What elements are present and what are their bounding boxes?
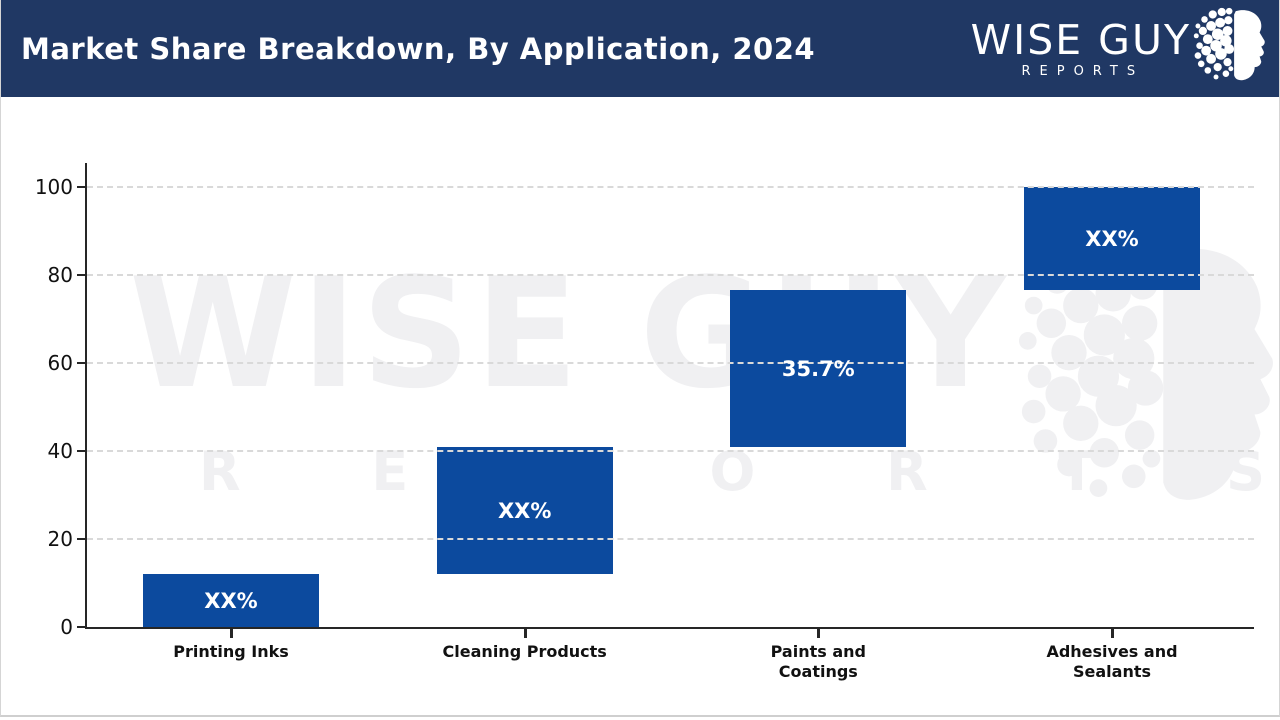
logo-wordmark: WISE GUY <box>970 16 1191 65</box>
x-tick-adhesives-and-sealants <box>1111 629 1114 638</box>
gridline-80 <box>87 274 1254 276</box>
x-tick-printing-inks <box>230 629 233 638</box>
bar-label-adhesives-and-sealants: XX% <box>1085 226 1139 251</box>
y-tick-60 <box>77 362 87 364</box>
gridline-100 <box>87 186 1254 188</box>
x-tick-cleaning-products <box>523 629 527 638</box>
y-axis <box>85 163 87 629</box>
x-category-label-adhesives-and-sealants: Adhesives and Sealants <box>1046 642 1178 681</box>
y-tick-100 <box>77 186 87 188</box>
x-category-label-paints-and-coatings: Paints and Coatings <box>770 642 866 681</box>
gridline-60 <box>87 362 1254 364</box>
y-tick-label-40: 40 <box>47 439 73 463</box>
page-title: Market Share Breakdown, By Application, … <box>21 31 816 66</box>
bar-label-cleaning-products: XX% <box>497 498 552 523</box>
y-tick-label-20: 20 <box>47 527 73 551</box>
bar-cleaning-products <box>436 447 613 575</box>
bar-label-printing-inks: XX% <box>204 588 258 613</box>
x-category-label-cleaning-products: Cleaning Products <box>442 642 607 661</box>
y-tick-label-100: 100 <box>34 175 73 199</box>
x-axis <box>85 627 1254 629</box>
x-category-label-printing-inks: Printing Inks <box>173 642 289 661</box>
y-tick-40 <box>77 450 87 452</box>
bar-paints-and-coatings <box>730 290 907 448</box>
y-tick-label-80: 80 <box>47 263 73 287</box>
logo-subtext: REPORTS <box>1021 63 1145 79</box>
bar-printing-inks <box>143 574 319 627</box>
y-tick-80 <box>77 274 87 276</box>
header-bar: Market Share Breakdown, By Application, … <box>1 0 1279 97</box>
gridline-40 <box>87 450 1254 452</box>
logo-dotted-head-icon <box>1193 7 1265 81</box>
brand-logo-text: WISE GUY REPORTS <box>970 16 1191 79</box>
y-tick-20 <box>77 538 87 540</box>
bar-label-paints-and-coatings: 35.7% <box>781 356 855 381</box>
y-tick-0 <box>77 626 87 628</box>
brand-logo: WISE GUY REPORTS <box>971 4 1267 94</box>
x-tick-paints-and-coatings <box>817 629 821 638</box>
y-tick-label-0: 0 <box>60 615 73 639</box>
y-tick-label-60: 60 <box>47 351 73 375</box>
gridline-20 <box>87 538 1254 540</box>
